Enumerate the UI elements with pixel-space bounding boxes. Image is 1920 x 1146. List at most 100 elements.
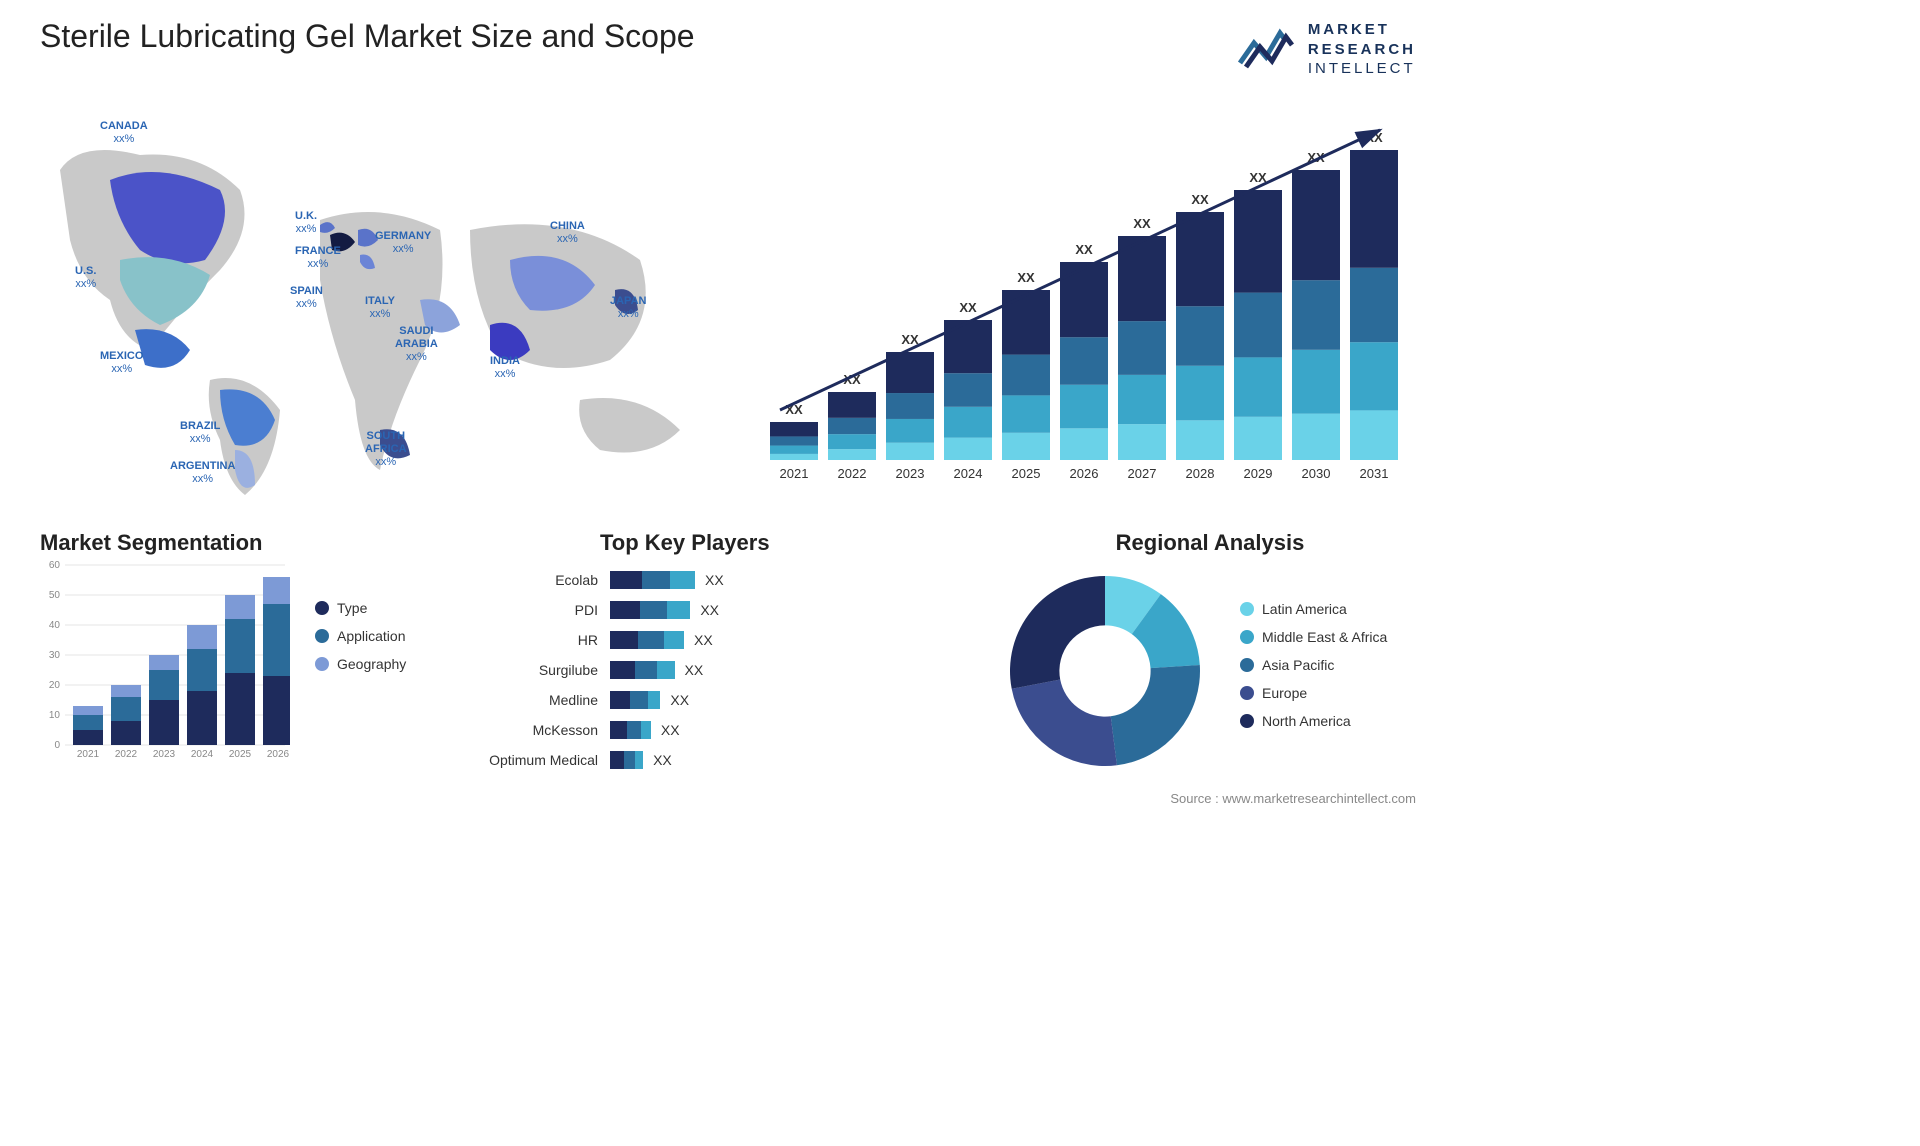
logo-line2: RESEARCH xyxy=(1308,40,1416,60)
regional-title: Regional Analysis xyxy=(1000,530,1420,556)
key-player-label: Optimum Medical xyxy=(480,752,610,768)
key-player-value: XX xyxy=(653,752,672,768)
key-player-value: XX xyxy=(694,632,713,648)
svg-text:2025: 2025 xyxy=(1012,466,1041,481)
regional-panel: Regional Analysis Latin America Middle Ea… xyxy=(1000,530,1420,780)
key-player-label: Ecolab xyxy=(480,572,610,588)
key-player-label: Surgilube xyxy=(480,662,610,678)
map-label: BRAZILxx% xyxy=(180,420,220,446)
svg-text:20: 20 xyxy=(49,680,61,691)
key-player-row: Ecolab XX xyxy=(480,566,980,594)
svg-text:2021: 2021 xyxy=(77,749,100,760)
logo-text: MARKET RESEARCH INTELLECT xyxy=(1308,20,1416,79)
legend-item: North America xyxy=(1240,713,1387,729)
svg-text:2022: 2022 xyxy=(115,749,138,760)
svg-text:2025: 2025 xyxy=(229,749,252,760)
svg-text:30: 30 xyxy=(49,650,61,661)
map-label: FRANCExx% xyxy=(295,245,341,271)
svg-text:2027: 2027 xyxy=(1128,466,1157,481)
svg-text:XX: XX xyxy=(1075,242,1093,257)
svg-text:2031: 2031 xyxy=(1360,466,1389,481)
key-player-value: XX xyxy=(670,692,689,708)
map-label: ARGENTINAxx% xyxy=(170,460,235,486)
legend-item: Europe xyxy=(1240,685,1387,701)
svg-text:XX: XX xyxy=(1191,192,1209,207)
key-player-row: Medline XX xyxy=(480,686,980,714)
regional-donut xyxy=(1000,566,1210,776)
key-player-label: PDI xyxy=(480,602,610,618)
legend-item: Application xyxy=(315,628,406,644)
key-players-list: EcolabXXPDIXXHRXXSurgilubeXXMedlineXXMcK… xyxy=(480,566,980,774)
key-players-panel: Top Key Players EcolabXXPDIXXHRXXSurgilu… xyxy=(480,530,980,780)
svg-text:50: 50 xyxy=(49,590,61,601)
svg-text:XX: XX xyxy=(959,300,977,315)
map-label: U.S.xx% xyxy=(75,265,96,291)
map-label: GERMANYxx% xyxy=(375,230,431,256)
legend-item: Asia Pacific xyxy=(1240,657,1387,673)
logo-icon xyxy=(1238,25,1298,73)
svg-text:60: 60 xyxy=(49,560,61,571)
segmentation-panel: Market Segmentation 0 10 20 30 40 50 60 2021 202… xyxy=(40,530,450,780)
logo-line3: INTELLECT xyxy=(1308,59,1416,79)
key-player-row: Surgilube XX xyxy=(480,656,980,684)
svg-text:2023: 2023 xyxy=(896,466,925,481)
regional-legend: Latin America Middle East & Africa Asia Pa… xyxy=(1240,601,1387,741)
growth-bar-chart: XX2021XX2022XX2023XX2024XX2025XX2026XX20… xyxy=(760,110,1400,495)
logo-line1: MARKET xyxy=(1308,20,1416,40)
key-player-row: HR XX xyxy=(480,626,980,654)
key-player-row: Optimum Medical XX xyxy=(480,746,980,774)
key-player-row: PDI XX xyxy=(480,596,980,624)
page-title: Sterile Lubricating Gel Market Size and … xyxy=(40,18,695,55)
svg-text:XX: XX xyxy=(1017,270,1035,285)
key-player-label: McKesson xyxy=(480,722,610,738)
svg-text:2030: 2030 xyxy=(1302,466,1331,481)
legend-item: Middle East & Africa xyxy=(1240,629,1387,645)
svg-text:2022: 2022 xyxy=(838,466,867,481)
legend-item: Geography xyxy=(315,656,406,672)
key-player-label: Medline xyxy=(480,692,610,708)
map-label: CANADAxx% xyxy=(100,120,148,146)
legend-item: Latin America xyxy=(1240,601,1387,617)
segmentation-legend: Type Application Geography xyxy=(315,600,406,684)
key-player-label: HR xyxy=(480,632,610,648)
svg-text:10: 10 xyxy=(49,710,61,721)
key-player-bar xyxy=(610,601,690,619)
svg-text:2026: 2026 xyxy=(1070,466,1099,481)
legend-item: Type xyxy=(315,600,406,616)
map-label: SOUTHAFRICAxx% xyxy=(365,430,407,470)
svg-text:XX: XX xyxy=(1133,216,1151,231)
key-player-bar xyxy=(610,661,675,679)
segmentation-title: Market Segmentation xyxy=(40,530,450,556)
source-note: Source : www.marketresearchintellect.com xyxy=(1170,791,1416,806)
map-label: SPAINxx% xyxy=(290,285,323,311)
key-player-value: XX xyxy=(661,722,680,738)
key-player-bar xyxy=(610,631,684,649)
key-players-title: Top Key Players xyxy=(600,530,980,556)
brand-logo: MARKET RESEARCH INTELLECT xyxy=(1238,20,1416,79)
map-label: CHINAxx% xyxy=(550,220,585,246)
key-player-value: XX xyxy=(700,602,719,618)
svg-text:0: 0 xyxy=(54,740,60,751)
svg-text:2028: 2028 xyxy=(1186,466,1215,481)
key-player-value: XX xyxy=(705,572,724,588)
svg-text:2024: 2024 xyxy=(191,749,214,760)
svg-text:40: 40 xyxy=(49,620,61,631)
key-player-row: McKesson XX xyxy=(480,716,980,744)
map-label: MEXICOxx% xyxy=(100,350,143,376)
key-player-bar xyxy=(610,751,643,769)
svg-text:2021: 2021 xyxy=(780,466,809,481)
svg-text:2023: 2023 xyxy=(153,749,176,760)
map-label: SAUDIARABIAxx% xyxy=(395,325,438,365)
svg-text:2029: 2029 xyxy=(1244,466,1273,481)
key-player-bar xyxy=(610,691,660,709)
key-player-bar xyxy=(610,721,651,739)
map-label: U.K.xx% xyxy=(295,210,317,236)
world-map: CANADAxx% U.S.xx% MEXICOxx% BRAZILxx% ARGENT… xyxy=(20,100,720,500)
key-player-value: XX xyxy=(685,662,704,678)
svg-text:2024: 2024 xyxy=(954,466,983,481)
key-player-bar xyxy=(610,571,695,589)
map-label: INDIAxx% xyxy=(490,355,520,381)
map-label: ITALYxx% xyxy=(365,295,395,321)
svg-text:2026: 2026 xyxy=(267,749,290,760)
map-label: JAPANxx% xyxy=(610,295,646,321)
